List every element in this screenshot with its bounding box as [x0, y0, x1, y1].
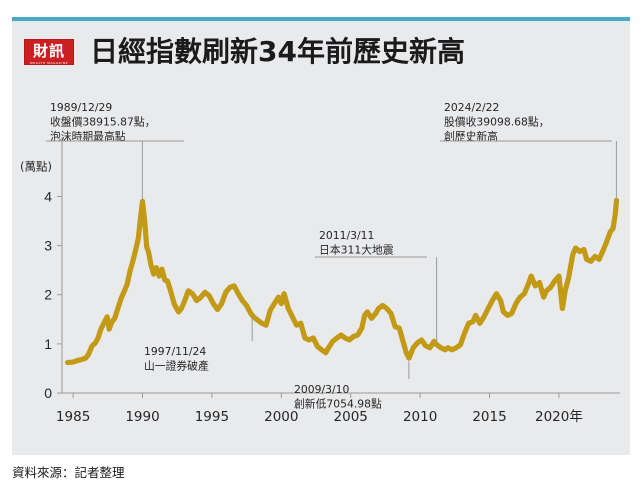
top-accent-rule — [12, 17, 630, 21]
brand-logo-text: 財訊 — [32, 42, 65, 60]
series-line-nikkei — [64, 197, 620, 366]
annotation-line: 2024/2/22 — [444, 101, 499, 114]
annotation-line: 創歷史新高 — [444, 129, 498, 143]
annotation-line: 山一證券破產 — [144, 359, 209, 373]
annotation-line: 日本311大地震 — [319, 243, 394, 257]
annotation-line: 2011/3/11 — [319, 229, 374, 242]
y-axis-unit-label: (萬點) — [20, 159, 52, 173]
annotation-line: 2009/3/10 — [294, 383, 349, 396]
x-tick-label: 1985 — [56, 409, 90, 425]
chart-panel: 財訊 WEALTH MAGAZINE 日經指數刷新34年前歷史新高 0 1 2 3 4 (… — [12, 21, 630, 455]
x-tick-label: 1990 — [125, 409, 159, 425]
page-title: 日經指數刷新34年前歷史新高 — [90, 35, 465, 68]
brand-logo-subtext: WEALTH MAGAZINE — [29, 61, 69, 65]
y-tick-label: 3 — [44, 238, 52, 254]
x-tick-label: 2015 — [472, 409, 506, 425]
source-note: 資料來源：記者整理 — [12, 465, 125, 480]
annotation-line: 1989/12/29 — [50, 101, 112, 114]
y-tick-label: 0 — [44, 385, 52, 401]
annotation-line: 泡沫時期最高點 — [50, 129, 126, 143]
x-tick-label: 2010 — [403, 409, 437, 425]
x-tick-label: 1995 — [195, 409, 229, 425]
annotation-line: 1997/11/24 — [144, 345, 206, 358]
annotation-line: 股價收39098.68點， — [444, 115, 550, 129]
x-tick-label: 2005 — [334, 409, 368, 425]
chart-header: 財訊 WEALTH MAGAZINE 日經指數刷新34年前歷史新高 — [12, 21, 630, 83]
plot-area: 0 1 2 3 4 (萬點) 1985 1990 1995 2000 2005 2010 2015 202… — [12, 83, 630, 455]
annotation-line: 收盤價38915.87點， — [50, 115, 156, 129]
y-tick-label: 1 — [44, 336, 52, 352]
y-tick-label: 4 — [44, 188, 52, 204]
annotation-line: 創新低7054.98點 — [294, 397, 382, 411]
y-tick-label: 2 — [44, 287, 52, 303]
x-tick-label: 2020年 — [535, 409, 583, 425]
x-tick-label: 2000 — [264, 409, 298, 425]
line-chart: 0 1 2 3 4 (萬點) 1985 1990 1995 2000 2005 2010 2015 202… — [20, 101, 620, 425]
brand-logo: 財訊 WEALTH MAGAZINE — [24, 39, 74, 65]
